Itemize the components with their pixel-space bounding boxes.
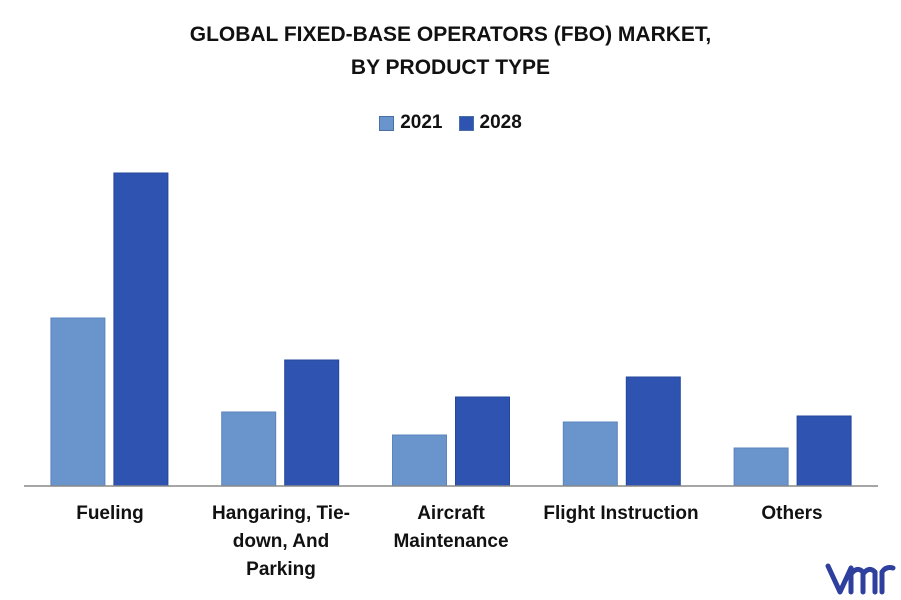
legend-item-2021: 2021 — [379, 112, 443, 134]
chart-title-line-1: GLOBAL FIXED-BASE OPERATORS (FBO) MARKET… — [189, 23, 712, 46]
chart-title-line-2: BY PRODUCT TYPE — [350, 56, 551, 79]
bar-fueling-2021 — [50, 317, 106, 487]
category-label-flight-instruction: Flight Instruction — [543, 503, 699, 524]
category-label-fueling: Fueling — [76, 503, 144, 524]
bar-fueling-2028 — [113, 172, 169, 487]
bar-others-2021 — [733, 447, 789, 487]
chart-title: GLOBAL FIXED-BASE OPERATORS (FBO) MARKET… — [0, 18, 901, 84]
vmr-logo — [825, 563, 896, 595]
bar-hangaring-2028 — [284, 359, 340, 487]
bar-hangaring-2021 — [221, 411, 277, 487]
legend-label-2021: 2021 — [400, 112, 443, 133]
legend: 2021 2028 — [0, 112, 901, 134]
category-label-others: Others — [761, 503, 823, 524]
legend-swatch-2021 — [379, 115, 395, 131]
bar-aircraft-maintenance-2021 — [392, 434, 447, 487]
bar-flight-instruction-2021 — [562, 421, 618, 487]
category-label-aircraft-maintenance: Aircraft Maintenance — [393, 503, 509, 552]
bar-flight-instruction-2028 — [625, 376, 681, 487]
category-label-hangaring: Hangaring, Tie-down, And Parking — [212, 503, 350, 580]
bar-aircraft-maintenance-2028 — [455, 396, 510, 487]
bar-others-2028 — [796, 415, 852, 487]
legend-swatch-2028 — [458, 115, 474, 131]
legend-item-2028: 2028 — [458, 112, 522, 134]
legend-label-2028: 2028 — [479, 112, 522, 133]
